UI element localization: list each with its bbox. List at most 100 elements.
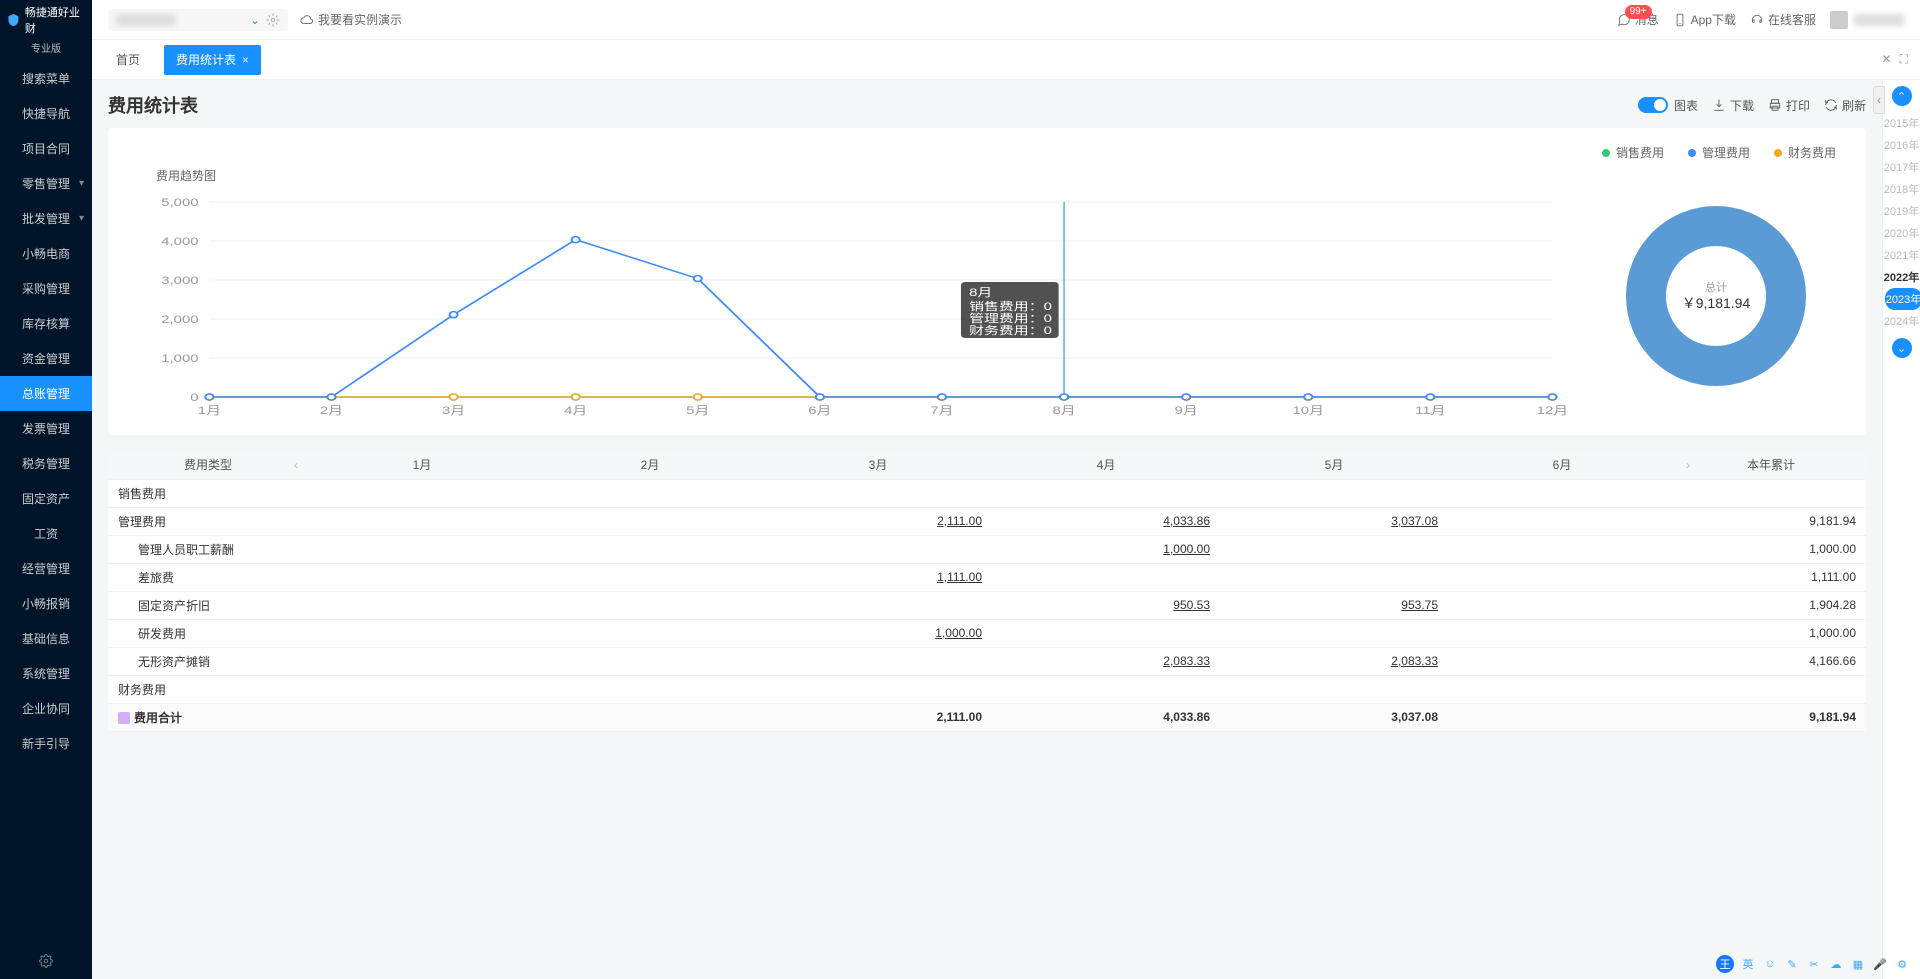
- sidebar-item-14[interactable]: 经营管理: [0, 551, 92, 586]
- ime-icon[interactable]: 王: [1716, 955, 1734, 973]
- year-2019年[interactable]: 2019年: [1883, 200, 1920, 222]
- year-2018年[interactable]: 2018年: [1883, 178, 1920, 200]
- cell-value[interactable]: 1,000.00: [1163, 542, 1210, 556]
- print-button[interactable]: 打印: [1768, 97, 1810, 114]
- tray-lang[interactable]: 英: [1740, 956, 1756, 972]
- tab-home[interactable]: 首页: [104, 45, 152, 75]
- brand-name: 畅捷通好业财: [25, 4, 86, 36]
- cell: 2,111.00: [764, 507, 992, 535]
- sidebar-item-11[interactable]: 税务管理: [0, 446, 92, 481]
- scroll-right-icon[interactable]: ›: [1686, 458, 1690, 472]
- download-button[interactable]: 下载: [1712, 97, 1754, 114]
- tray-gear[interactable]: ⚙: [1894, 956, 1910, 972]
- page-header: 费用统计表 图表 下载 打印: [108, 92, 1866, 118]
- cell-value[interactable]: 4,033.86: [1163, 514, 1210, 528]
- org-selector[interactable]: ⌄: [108, 9, 288, 31]
- legend-label: 销售费用: [1616, 144, 1664, 161]
- sidebar-item-15[interactable]: 小畅报销: [0, 586, 92, 621]
- line-chart[interactable]: 01,0002,0003,0004,0005,0001月2月3月4月5月6月7月…: [128, 192, 1566, 422]
- legend-item[interactable]: 销售费用: [1602, 144, 1664, 161]
- sidebar-item-13[interactable]: 工资: [0, 516, 92, 551]
- sidebar-item-19[interactable]: 新手引导: [0, 726, 92, 761]
- sidebar-item-16[interactable]: 基础信息: [0, 621, 92, 656]
- year-2017年[interactable]: 2017年: [1883, 156, 1920, 178]
- sidebar-item-label: 经营管理: [22, 560, 70, 577]
- gear-icon: [39, 954, 53, 968]
- cell: 2,111.00: [764, 703, 992, 731]
- sidebar-item-18[interactable]: 企业协同: [0, 691, 92, 726]
- app-download-button[interactable]: App下载: [1673, 11, 1736, 28]
- svg-text:3月: 3月: [442, 404, 465, 417]
- scroll-left-icon[interactable]: ‹: [294, 458, 298, 472]
- tray-edit[interactable]: ✎: [1784, 956, 1800, 972]
- sidebar-item-2[interactable]: 项目合同: [0, 131, 92, 166]
- chart-toggle[interactable]: 图表: [1638, 97, 1698, 114]
- sidebar-item-0[interactable]: 搜索菜单: [0, 61, 92, 96]
- tray-smile[interactable]: ☺: [1762, 956, 1778, 972]
- print-icon: [1768, 98, 1782, 112]
- cell: [1220, 479, 1448, 507]
- legend-item[interactable]: 财务费用: [1774, 144, 1836, 161]
- tray-scissors[interactable]: ✂: [1806, 956, 1822, 972]
- tray-grid[interactable]: ▦: [1850, 956, 1866, 972]
- rail-up-button[interactable]: ⌃: [1892, 86, 1912, 106]
- cell: [536, 703, 764, 731]
- th-total-label: 本年累计: [1747, 458, 1795, 472]
- user-menu[interactable]: [1830, 11, 1904, 29]
- refresh-button[interactable]: 刷新: [1824, 97, 1866, 114]
- year-2023年[interactable]: 2023年: [1885, 288, 1920, 310]
- cell: [308, 647, 536, 675]
- rail-down-button[interactable]: ⌄: [1892, 338, 1912, 358]
- close-icon[interactable]: ×: [242, 53, 249, 67]
- cell-value[interactable]: 953.75: [1401, 598, 1438, 612]
- sidebar-settings-button[interactable]: [0, 943, 92, 979]
- row-total: [1676, 675, 1866, 703]
- sidebar-item-7[interactable]: 库存核算: [0, 306, 92, 341]
- cell: [308, 675, 536, 703]
- tab-expense-report[interactable]: 费用统计表 ×: [164, 45, 261, 75]
- tray-cloud[interactable]: ☁: [1828, 956, 1844, 972]
- cell-value[interactable]: 2,111.00: [937, 514, 982, 528]
- svg-text:5,000: 5,000: [161, 196, 198, 209]
- demo-link[interactable]: 我要看实例演示: [300, 11, 402, 28]
- cell-value[interactable]: 1,000.00: [935, 626, 982, 640]
- cell-value[interactable]: 1,111.00: [937, 570, 982, 584]
- chart-title: 费用趋势图: [128, 167, 1566, 184]
- donut-chart[interactable]: 总计 ￥9,181.94: [1586, 167, 1846, 425]
- cell-value[interactable]: 2,083.33: [1391, 654, 1438, 668]
- sidebar-item-4[interactable]: 批发管理▾: [0, 201, 92, 236]
- rail-collapse-button[interactable]: ‹: [1873, 86, 1885, 114]
- cell: [1448, 591, 1676, 619]
- cell-value[interactable]: 950.53: [1173, 598, 1210, 612]
- support-button[interactable]: 在线客服: [1750, 11, 1816, 28]
- sidebar-item-17[interactable]: 系统管理: [0, 656, 92, 691]
- cell: [308, 507, 536, 535]
- sidebar-item-label: 固定资产: [22, 490, 70, 507]
- sidebar-item-9[interactable]: 总账管理: [0, 376, 92, 411]
- year-2020年[interactable]: 2020年: [1883, 222, 1920, 244]
- tray-mic[interactable]: 🎤: [1872, 956, 1888, 972]
- sidebar-item-12[interactable]: 固定资产: [0, 481, 92, 516]
- fullscreen-icon[interactable]: ⛶: [1900, 52, 1908, 67]
- phone-icon: [1673, 13, 1687, 27]
- sidebar-item-5[interactable]: 小畅电商: [0, 236, 92, 271]
- sidebar-item-1[interactable]: 快捷导航: [0, 96, 92, 131]
- th-type: 费用类型 ‹: [108, 451, 308, 479]
- sidebar-item-8[interactable]: 资金管理: [0, 341, 92, 376]
- year-2021年[interactable]: 2021年: [1883, 244, 1920, 266]
- year-2016年[interactable]: 2016年: [1883, 134, 1920, 156]
- gear-icon[interactable]: [266, 13, 280, 27]
- year-2024年[interactable]: 2024年: [1883, 310, 1920, 332]
- year-2022年[interactable]: 2022年: [1883, 266, 1920, 288]
- sidebar-item-3[interactable]: 零售管理▾: [0, 166, 92, 201]
- year-2015年[interactable]: 2015年: [1883, 112, 1920, 134]
- close-all-icon[interactable]: ✕: [1882, 52, 1892, 67]
- cell: [764, 591, 992, 619]
- cell-value[interactable]: 2,083.33: [1163, 654, 1210, 668]
- cell-value[interactable]: 3,037.08: [1391, 514, 1438, 528]
- messages-button[interactable]: 99+ 消息: [1617, 11, 1659, 28]
- sidebar-item-6[interactable]: 采购管理: [0, 271, 92, 306]
- toggle-switch[interactable]: [1638, 97, 1668, 113]
- sidebar-item-10[interactable]: 发票管理: [0, 411, 92, 446]
- legend-item[interactable]: 管理费用: [1688, 144, 1750, 161]
